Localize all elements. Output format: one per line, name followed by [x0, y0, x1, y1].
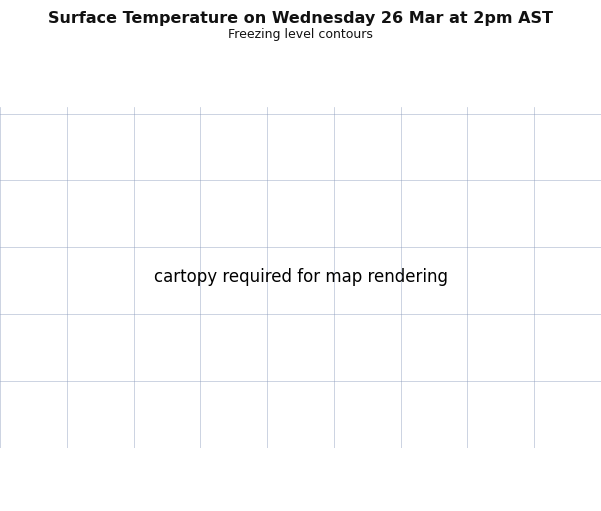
Text: Surface Temperature on Wednesday 26 Mar at 2pm AST: Surface Temperature on Wednesday 26 Mar … — [48, 11, 553, 26]
Text: cartopy required for map rendering: cartopy required for map rendering — [153, 268, 448, 286]
Text: Freezing level contours: Freezing level contours — [228, 28, 373, 40]
